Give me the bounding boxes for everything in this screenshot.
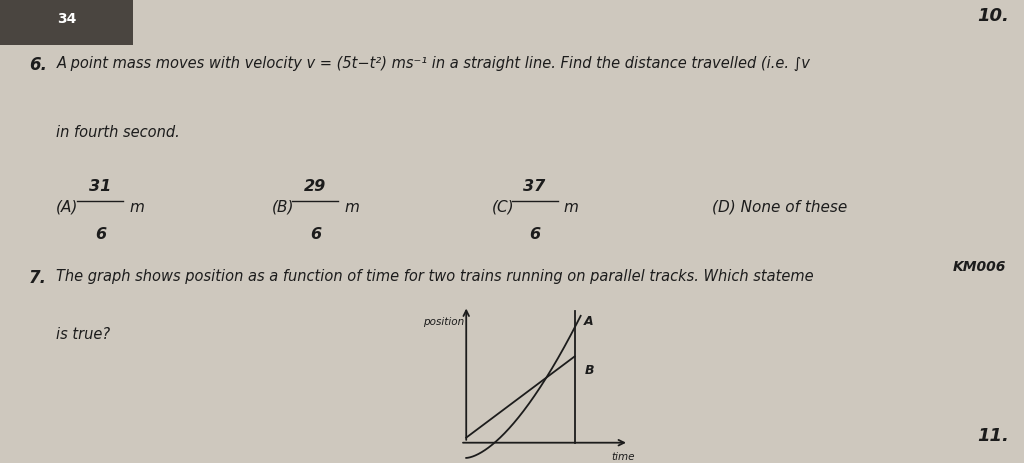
Text: m: m: [563, 199, 579, 214]
Text: KM006: KM006: [952, 259, 1006, 273]
Text: 10.: 10.: [977, 7, 1009, 25]
Text: position: position: [423, 316, 464, 326]
Text: B: B: [585, 363, 594, 376]
Text: 7.: 7.: [29, 269, 47, 287]
Text: is true?: is true?: [56, 326, 111, 341]
Text: A: A: [585, 315, 594, 328]
Text: 31: 31: [89, 178, 112, 193]
Text: (B): (B): [271, 199, 294, 214]
Text: 6: 6: [95, 227, 105, 242]
Text: m: m: [344, 199, 359, 214]
Text: (D) None of these: (D) None of these: [712, 199, 847, 214]
Text: 29: 29: [304, 178, 327, 193]
Text: 34: 34: [57, 12, 76, 25]
Text: A point mass moves with velocity v = (5t−t²) ms⁻¹ in a straight line. Find the d: A point mass moves with velocity v = (5t…: [56, 56, 810, 71]
Text: The graph shows position as a function of time for two trains running on paralle: The graph shows position as a function o…: [56, 269, 814, 283]
Text: (A): (A): [56, 199, 79, 214]
Text: 6: 6: [529, 227, 540, 242]
Text: 6.: 6.: [29, 56, 47, 74]
Text: 37: 37: [523, 178, 546, 193]
Text: time: time: [611, 451, 635, 461]
Text: 6: 6: [310, 227, 321, 242]
Text: m: m: [129, 199, 144, 214]
Text: in fourth second.: in fourth second.: [56, 125, 180, 140]
Text: 11.: 11.: [977, 426, 1009, 444]
Text: (C): (C): [492, 199, 514, 214]
FancyBboxPatch shape: [0, 0, 133, 46]
